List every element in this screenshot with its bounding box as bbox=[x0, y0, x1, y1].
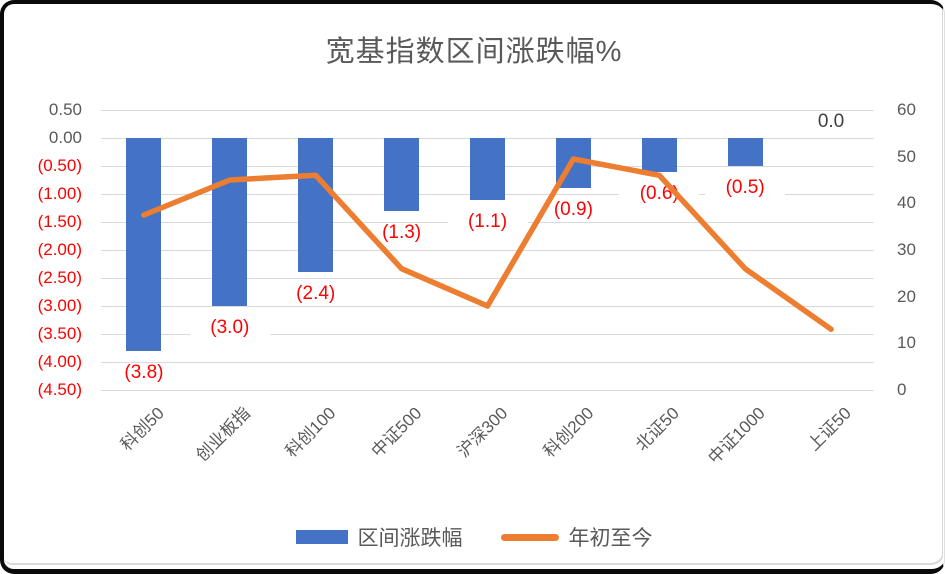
legend-bar-label: 区间涨跌幅 bbox=[357, 527, 463, 550]
legend: 区间涨跌幅 年初至今 bbox=[4, 522, 944, 552]
chart-title: 宽基指数区间涨跌幅% bbox=[325, 36, 623, 68]
legend-bar-swatch bbox=[295, 530, 348, 544]
left-axis-tick: (3.00) bbox=[37, 296, 82, 315]
gridline bbox=[101, 390, 874, 391]
left-axis-tick: (4.50) bbox=[37, 380, 82, 399]
left-axis-tick: (2.50) bbox=[37, 268, 82, 287]
left-axis-tick: 0.00 bbox=[48, 128, 82, 147]
right-axis-tick: 40 bbox=[897, 193, 916, 213]
gridline bbox=[101, 362, 874, 363]
right-axis-tick: 10 bbox=[897, 333, 916, 353]
right-axis-tick: 50 bbox=[897, 146, 916, 166]
x-axis-label: 北证50 bbox=[632, 403, 684, 455]
x-axis-label: 创业板指 bbox=[192, 403, 254, 466]
bar-data-label: 0.0 bbox=[791, 112, 872, 132]
bar-data-label: (1.1) bbox=[447, 211, 528, 232]
bar bbox=[384, 138, 420, 211]
bar-data-label: (1.3) bbox=[361, 222, 442, 243]
left-axis-tick: (1.50) bbox=[37, 212, 82, 231]
bar bbox=[727, 138, 763, 166]
x-axis-label: 沪深300 bbox=[453, 403, 512, 462]
right-axis-tick: 30 bbox=[897, 240, 916, 259]
legend-line-label: 年初至今 bbox=[568, 527, 653, 550]
x-axis-label: 科创200 bbox=[539, 403, 598, 462]
x-axis-label: 科创100 bbox=[282, 403, 340, 462]
plot-area: 0.50 0.00 (0.50) (1.00) (1.50) (2.00) (2.50) (3… bbox=[4, 4, 944, 569]
legend-line-swatch bbox=[500, 533, 559, 541]
legend-item-bar-series: 区间涨跌幅 bbox=[295, 522, 463, 552]
bar-data-label: (0.6) bbox=[619, 183, 700, 204]
x-axis-label: 中证500 bbox=[368, 403, 426, 462]
bar-data-label: (2.4) bbox=[275, 284, 356, 305]
bar bbox=[126, 138, 162, 351]
right-axis-tick: 0 bbox=[897, 380, 907, 399]
left-axis-tick: (0.50) bbox=[37, 156, 82, 175]
bar bbox=[298, 138, 334, 273]
legend-item-line-series: 年初至今 bbox=[500, 522, 653, 552]
bar bbox=[470, 138, 505, 200]
left-axis-tick: (4.00) bbox=[37, 352, 82, 371]
gridline bbox=[101, 110, 874, 111]
bar-data-label: (3.8) bbox=[103, 362, 184, 383]
left-axis-tick: (2.00) bbox=[37, 240, 82, 259]
x-axis-label: 上证50 bbox=[804, 403, 856, 455]
bar-data-label: (3.0) bbox=[189, 318, 270, 338]
right-axis-tick: 60 bbox=[897, 100, 916, 119]
left-axis-tick: 0.50 bbox=[48, 100, 82, 119]
bar-data-label: (0.5) bbox=[705, 178, 786, 198]
left-axis-tick: (1.00) bbox=[37, 184, 82, 203]
left-axis-tick: (3.50) bbox=[37, 324, 82, 343]
bar bbox=[641, 138, 677, 172]
bar-data-label: (0.9) bbox=[533, 200, 614, 221]
right-axis-tick: 20 bbox=[897, 286, 916, 306]
x-axis-label: 中证1000 bbox=[704, 403, 770, 468]
gridline bbox=[101, 306, 874, 307]
bar bbox=[212, 138, 248, 306]
x-axis-label: 科创50 bbox=[117, 403, 168, 455]
gridline bbox=[101, 334, 874, 335]
bar bbox=[555, 138, 591, 189]
